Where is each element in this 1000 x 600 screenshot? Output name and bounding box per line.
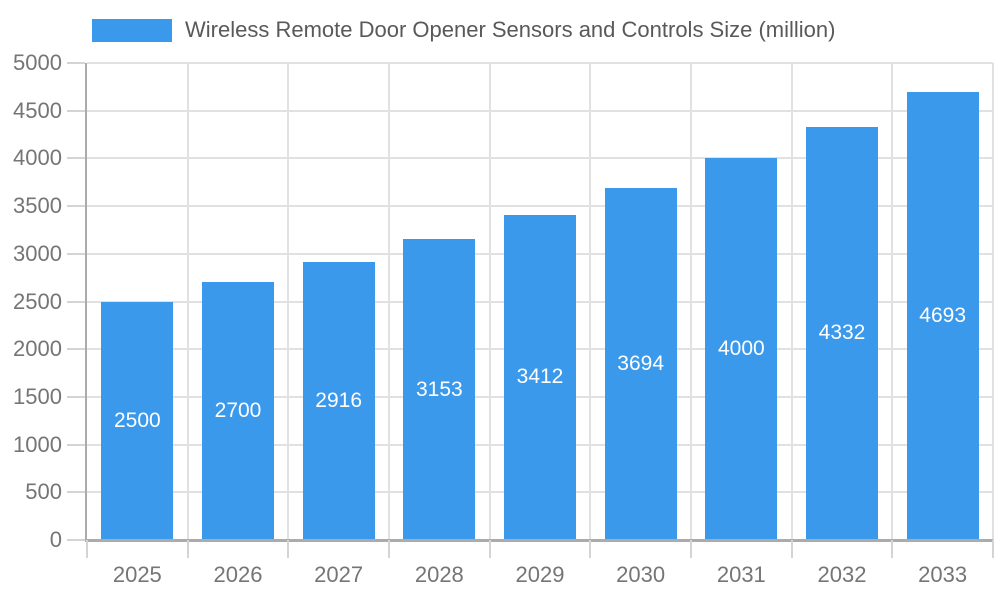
- x-axis-tick: [589, 540, 592, 558]
- gridline-horizontal: [87, 157, 993, 160]
- legend[interactable]: Wireless Remote Door Opener Sensors and …: [92, 17, 835, 43]
- y-axis-label: 5000: [13, 50, 62, 75]
- gridline-vertical: [790, 63, 793, 540]
- y-axis-tick: [67, 395, 85, 398]
- x-axis-label: 2031: [716, 562, 766, 587]
- x-axis-tick: [86, 540, 88, 558]
- bar-value-label: 4332: [818, 321, 866, 345]
- y-axis-tick: [67, 300, 85, 303]
- gridline-horizontal: [87, 109, 993, 112]
- bar-value-label: 3412: [516, 365, 564, 389]
- bar-2028: 3153: [403, 239, 476, 540]
- bar-value-label: 3694: [617, 351, 665, 375]
- x-axis-tick: [790, 540, 793, 558]
- y-axis-label: 3000: [13, 240, 62, 266]
- x-axis-tick: [690, 540, 692, 558]
- x-axis-tick: [186, 540, 189, 558]
- y-axis-label: 0: [49, 527, 62, 552]
- gridline-vertical: [388, 63, 390, 540]
- gridline-vertical: [186, 63, 189, 540]
- y-axis-label: 4500: [13, 97, 62, 123]
- bar-2027: 2916: [302, 261, 375, 540]
- y-axis-label: 500: [25, 479, 62, 505]
- bar-2025: 2500: [101, 301, 174, 540]
- y-axis-label: 3500: [13, 193, 62, 219]
- bar-2030: 3694: [604, 187, 677, 540]
- y-axis-tick: [67, 539, 85, 541]
- plot-area: 2500 2700 2916 3153 3412 3694 4000 4332 4693: [87, 62, 994, 540]
- legend-label[interactable]: Wireless Remote Door Opener Sensors and …: [185, 17, 836, 42]
- x-axis-tick: [891, 540, 894, 558]
- gridline-vertical: [287, 63, 290, 540]
- x-axis-tick: [488, 540, 491, 558]
- y-axis-label: 2000: [13, 336, 62, 362]
- bar-2033: 4693: [906, 92, 979, 540]
- bar-value-label: 4000: [717, 337, 765, 361]
- bar-value-label: 2916: [315, 388, 363, 412]
- x-axis-label: 2033: [918, 562, 968, 587]
- x-axis-label: 2026: [213, 562, 263, 587]
- x-axis-label: 2028: [414, 562, 464, 587]
- bar-2031: 4000: [705, 158, 778, 540]
- gridline-vertical: [992, 63, 994, 540]
- x-axis-tick: [388, 540, 390, 558]
- y-axis-tick: [67, 109, 85, 112]
- bar-2029: 3412: [504, 214, 576, 540]
- x-axis-label: 2027: [314, 562, 364, 587]
- y-axis-line: [85, 63, 87, 540]
- y-axis-label: 1500: [13, 383, 62, 409]
- x-axis-label: 2030: [616, 562, 666, 587]
- gridline-vertical: [488, 63, 491, 540]
- y-axis-tick: [67, 252, 85, 255]
- gridline-horizontal: [87, 205, 993, 208]
- bar-2032: 4332: [806, 126, 878, 540]
- x-axis-label: 2032: [817, 562, 867, 587]
- x-axis-line: [85, 539, 993, 542]
- x-axis-label: 2029: [515, 562, 565, 587]
- bar-value-label: 2700: [214, 399, 262, 423]
- legend-swatch[interactable]: [92, 18, 172, 42]
- x-axis-label: 2025: [112, 562, 162, 587]
- gridline-horizontal: [87, 62, 993, 64]
- x-axis-tick: [287, 540, 290, 558]
- y-axis-label: 1000: [13, 431, 62, 457]
- y-axis-label: 4000: [13, 145, 62, 171]
- y-axis-tick: [67, 491, 85, 494]
- y-axis-tick: [67, 157, 85, 160]
- bar-value-label: 4693: [919, 304, 967, 328]
- bar-2026: 2700: [202, 282, 274, 540]
- y-axis-tick: [67, 348, 85, 351]
- y-axis-tick: [67, 62, 85, 64]
- y-axis-tick: [67, 443, 85, 446]
- y-axis-tick: [67, 205, 85, 208]
- gridline-vertical: [690, 63, 692, 540]
- y-axis-label: 2500: [13, 288, 62, 314]
- gridline-vertical: [589, 63, 592, 540]
- bar-value-label: 3153: [415, 377, 463, 401]
- gridline-vertical: [891, 63, 894, 540]
- x-axis-tick: [992, 540, 994, 558]
- bar-value-label: 2500: [113, 408, 161, 432]
